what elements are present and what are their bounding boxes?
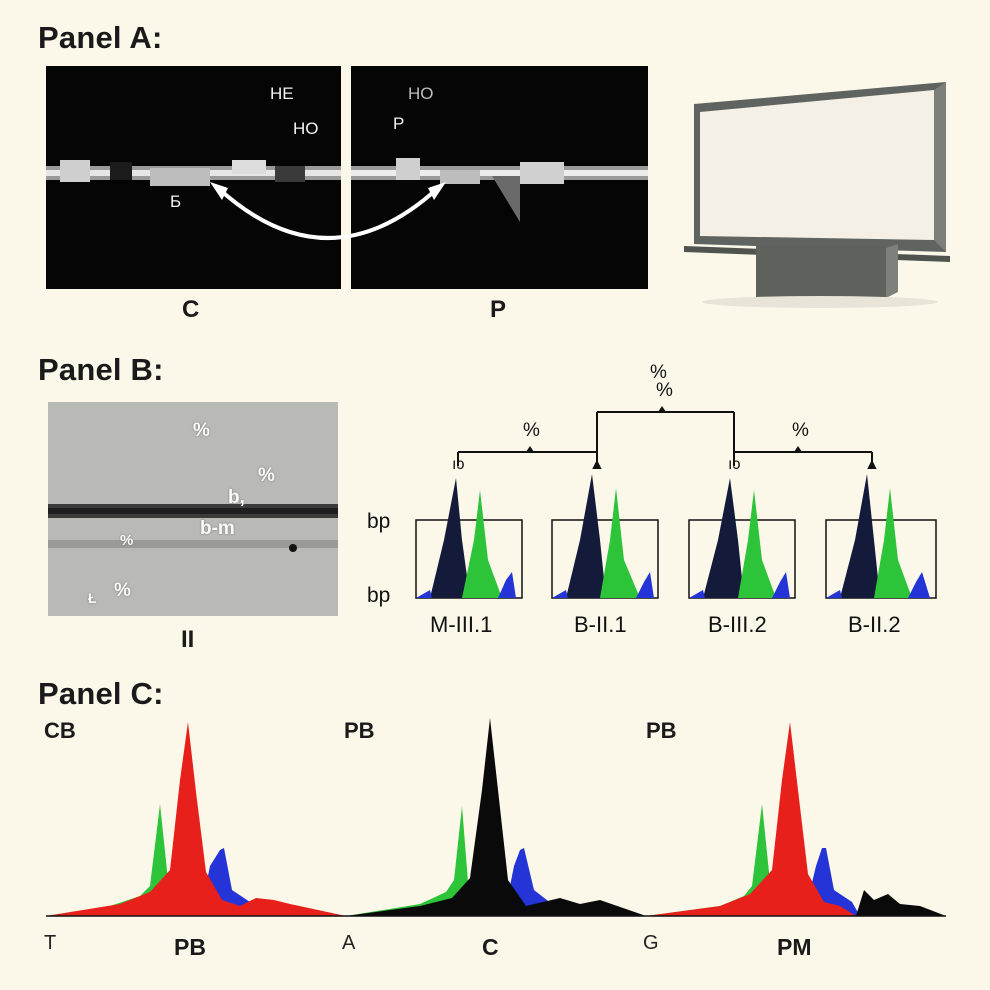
gel-band-right: [351, 158, 648, 222]
gel-label-p: P: [490, 296, 507, 323]
gel-band-left: [46, 160, 341, 186]
panel-b-title: Panel B:: [38, 352, 164, 387]
gel-text-he: HE: [270, 84, 294, 103]
chromatogram-box-1: [415, 478, 523, 599]
pedigree-leaf-2: ▲: [589, 456, 605, 473]
sanger-trace-1: [46, 722, 346, 917]
pedigree-leaf-3: ıɔ: [728, 456, 741, 473]
blot-text-1: %: [193, 420, 210, 441]
pedigree-leaf-4: ▲: [864, 456, 880, 473]
blot-text-bm: b-m: [200, 518, 235, 539]
pedigree-left-label: %: [523, 420, 540, 441]
trace-label-2: C: [482, 934, 499, 960]
panel-c-title: Panel C:: [38, 676, 164, 711]
blot-text-b: b,: [228, 487, 245, 508]
gel-text-ho-right: HO: [408, 84, 434, 103]
trace-label-3: PM: [777, 934, 812, 960]
sample-label-1: M-III.1: [430, 612, 493, 637]
blot-text-4: %: [114, 580, 131, 601]
pedigree-top-label-1: %: [650, 362, 667, 383]
chromatogram-box-4: [825, 474, 937, 599]
gel-text-p: P: [393, 114, 405, 133]
chromatogram-box-3: [688, 478, 796, 599]
chromatogram-box-2: [551, 474, 659, 599]
trace-title-3: PB: [646, 718, 677, 743]
gel-label-c: C: [182, 296, 200, 323]
blot-text-3: %: [120, 532, 134, 549]
panel-a-title: Panel A:: [38, 20, 163, 55]
blot-label: II: [181, 626, 195, 653]
trace-base-3: G: [643, 932, 659, 954]
sample-label-4: B-II.2: [848, 612, 901, 637]
trace-label-1: PB: [174, 934, 206, 960]
blot-text-5: Ł: [88, 590, 97, 606]
sanger-trace-3: [646, 722, 946, 917]
axis-label-bp-bottom: bp: [367, 584, 391, 607]
trace-title-2: PB: [344, 718, 375, 743]
axis-label-bp-top: bp: [367, 510, 391, 533]
gel-text-ho: HO: [293, 119, 319, 138]
pedigree-right-label: %: [792, 420, 809, 441]
pedigree-leaf-1: ıɔ: [452, 456, 465, 473]
sanger-trace-2: [346, 718, 646, 917]
gel-text-b: Б: [170, 192, 182, 211]
trace-base-2: A: [342, 932, 356, 954]
trace-base-1: T: [44, 932, 57, 954]
trace-title-1: CB: [44, 718, 76, 743]
pedigree-top-label-2: %: [656, 380, 673, 401]
sample-label-2: B-II.1: [574, 612, 627, 637]
double-arrow-icon: [216, 186, 440, 240]
sample-label-3: B-III.2: [708, 612, 767, 637]
blot-text-2: %: [258, 465, 275, 486]
